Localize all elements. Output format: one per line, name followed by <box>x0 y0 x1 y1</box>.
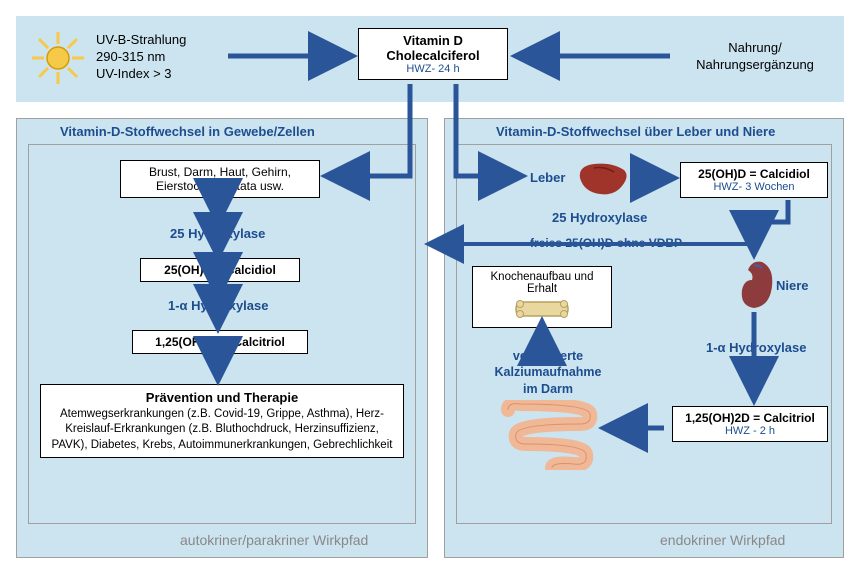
left-calcidiol-box: 25(OH)D = Calcidiol <box>140 258 300 282</box>
niere-label: Niere <box>776 278 809 295</box>
right-title: Vitamin-D-Stoffwechsel über Leber und Ni… <box>496 124 775 141</box>
right-calcitriol-hwz: HWZ - 2 h <box>681 425 819 437</box>
uvb-line3: UV-Index > 3 <box>96 66 186 83</box>
prevention-title: Prävention und Therapie <box>49 389 395 407</box>
free-text: freies 25(OH)D ohne VDBP <box>530 236 682 252</box>
right-calcidiol: 25(OH)D = Calcidiol <box>689 167 819 181</box>
left-calcidiol: 25(OH)D = Calcidiol <box>164 263 276 277</box>
nahrung-l2: Nahrungsergänzung <box>680 57 830 74</box>
left-calcitriol-box: 1,25(OH)2D = Calcitriol <box>132 330 308 354</box>
vitamin-d-box: Vitamin D Cholecalciferol HWZ- 24 h <box>358 28 508 80</box>
left-pathway: autokriner/parakriner Wirkpfad <box>180 532 368 548</box>
bone-box: Knochenaufbau und Erhalt <box>472 266 612 328</box>
left-title: Vitamin-D-Stoffwechsel in Gewebe/Zellen <box>60 124 315 141</box>
uvb-text: UV-B-Strahlung 290-315 nm UV-Index > 3 <box>96 32 186 83</box>
sun-icon <box>28 28 88 88</box>
vitd-hwz: HWZ- 24 h <box>367 63 499 75</box>
right-enzyme1: 25 Hydroxylase <box>552 210 647 227</box>
nahrung-text: Nahrung/ Nahrungsergänzung <box>680 40 830 74</box>
tissues-text: Brust, Darm, Haut, Gehirn, Eierstock, Pr… <box>149 165 291 193</box>
nahrung-l1: Nahrung/ <box>680 40 830 57</box>
right-calcidiol-hwz: HWZ- 3 Wochen <box>689 181 819 193</box>
liver-icon <box>576 160 630 198</box>
right-calcitriol: 1,25(OH)2D = Calcitriol <box>681 411 819 425</box>
left-enzyme2: 1-α Hydroxylase <box>168 298 268 315</box>
intestine-icon <box>498 400 598 470</box>
liver-label: Leber <box>530 170 565 187</box>
right-calcidiol-box: 25(OH)D = Calcidiol HWZ- 3 Wochen <box>680 162 828 198</box>
prevention-box: Prävention und Therapie Atemwegserkranku… <box>40 384 404 458</box>
uvb-line1: UV-B-Strahlung <box>96 32 186 49</box>
right-enzyme2: 1-α Hydroxylase <box>706 340 806 357</box>
left-calcitriol: 1,25(OH)2D = Calcitriol <box>155 335 285 349</box>
bone-icon <box>512 298 572 320</box>
uvb-line2: 290-315 nm <box>96 49 186 66</box>
vitd-sub1: Cholecalciferol <box>367 48 499 63</box>
bone-text: Knochenaufbau und Erhalt <box>481 271 603 295</box>
right-pathway: endokriner Wirkpfad <box>660 532 785 548</box>
right-calcitriol-box: 1,25(OH)2D = Calcitriol HWZ - 2 h <box>672 406 828 442</box>
prevention-body: Atemwegserkrankungen (z.B. Covid-19, Gri… <box>49 407 395 454</box>
calcium-text: verbesserte Kalziumaufnahme im Darm <box>488 348 608 397</box>
left-enzyme1: 25 Hydroxylase <box>170 226 265 243</box>
kidney-icon <box>734 258 774 310</box>
tissues-box: Brust, Darm, Haut, Gehirn, Eierstock, Pr… <box>120 160 320 198</box>
vitd-title: Vitamin D <box>367 33 499 48</box>
